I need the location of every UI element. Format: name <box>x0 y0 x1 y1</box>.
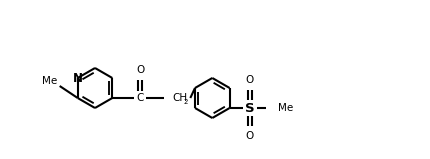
Text: Me: Me <box>42 76 57 86</box>
Text: C: C <box>136 93 144 103</box>
Text: S: S <box>244 101 254 114</box>
Text: O: O <box>245 75 253 85</box>
Text: Me: Me <box>277 103 292 113</box>
Text: CH: CH <box>172 93 187 103</box>
Text: O: O <box>245 131 253 141</box>
Text: 2: 2 <box>183 99 187 105</box>
Text: N: N <box>73 72 83 84</box>
Text: O: O <box>136 65 144 75</box>
